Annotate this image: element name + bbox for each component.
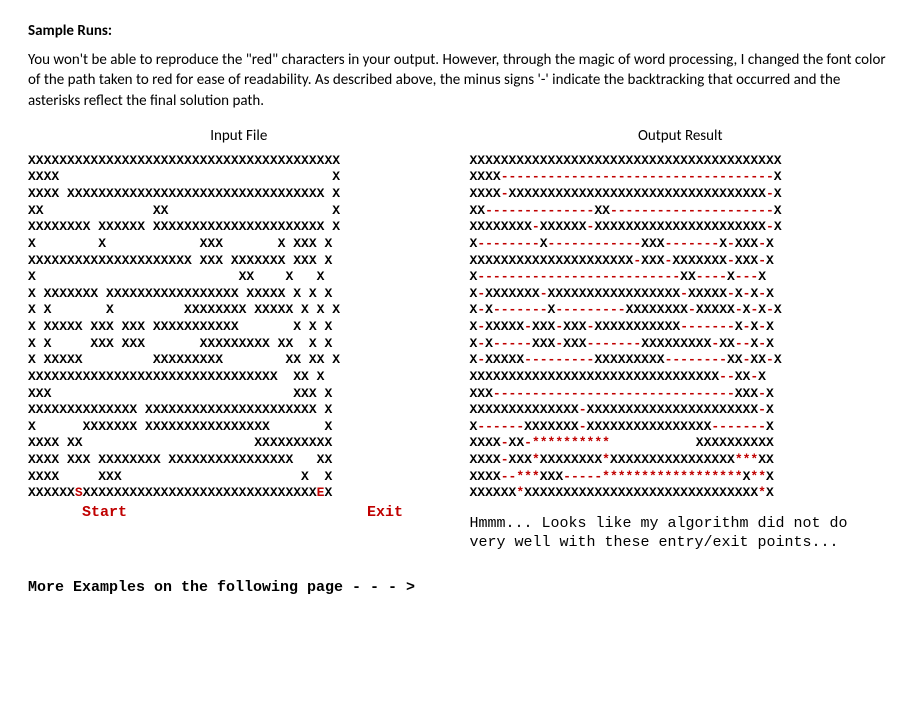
input-column: Input File XXXXXXXXXXXXXXXXXXXXXXXXXXXXX… xyxy=(28,127,450,553)
more-examples: More Examples on the following page - - … xyxy=(28,579,891,596)
output-maze: XXXXXXXXXXXXXXXXXXXXXXXXXXXXXXXXXXXXXXXX… xyxy=(470,153,892,502)
section-heading: Sample Runs: xyxy=(28,22,891,40)
legend-row: Start Exit xyxy=(28,504,450,521)
maze-columns: Input File XXXXXXXXXXXXXXXXXXXXXXXXXXXXX… xyxy=(28,127,891,553)
output-title: Output Result xyxy=(470,127,892,145)
legend-exit: Exit xyxy=(367,504,403,521)
input-title: Input File xyxy=(28,127,450,145)
input-maze: XXXXXXXXXXXXXXXXXXXXXXXXXXXXXXXXXXXXXXXX… xyxy=(28,153,450,502)
legend-start: Start xyxy=(82,504,127,521)
intro-paragraph: You won't be able to reproduce the "red"… xyxy=(28,50,891,111)
output-column: Output Result XXXXXXXXXXXXXXXXXXXXXXXXXX… xyxy=(470,127,892,553)
algorithm-note: Hmmm... Looks like my algorithm did not … xyxy=(470,514,892,553)
